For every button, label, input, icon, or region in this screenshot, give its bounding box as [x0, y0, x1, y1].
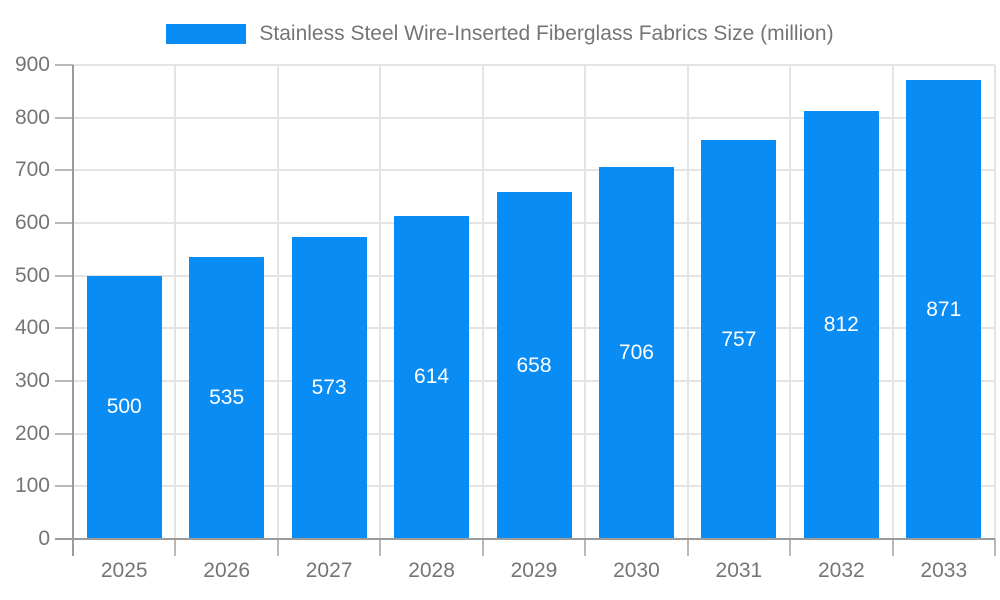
x-axis-label: 2028 [408, 559, 455, 582]
x-axis-label: 2030 [613, 559, 660, 582]
bar [906, 80, 982, 538]
bar [598, 167, 674, 538]
x-tick [891, 539, 894, 556]
x-axis-label: 2031 [715, 559, 763, 582]
x-tick [174, 539, 177, 556]
v-gridline [789, 65, 792, 539]
bar-value-label: 871 [926, 297, 962, 321]
x-axis-label: 2025 [100, 559, 148, 582]
x-tick [789, 539, 792, 556]
y-axis-label: 700 [14, 158, 50, 182]
y-axis-label: 0 [38, 527, 50, 550]
y-axis-label: 600 [14, 211, 50, 234]
bar-value-label: 500 [106, 395, 142, 419]
y-tick [55, 380, 73, 382]
y-tick [55, 169, 73, 172]
x-tick [481, 539, 484, 556]
v-gridline [584, 65, 587, 539]
v-gridline [379, 65, 382, 539]
x-tick [686, 539, 689, 556]
bar [291, 237, 367, 538]
y-tick [55, 64, 73, 66]
v-gridline [276, 65, 279, 539]
x-axis-line [55, 538, 995, 540]
bar-value-label: 614 [414, 365, 450, 389]
bar-value-label: 706 [618, 341, 654, 365]
legend: Stainless Steel Wire-Inserted Fiberglass… [0, 22, 1000, 46]
x-axis-label: 2026 [203, 559, 251, 582]
y-axis-label: 100 [14, 474, 50, 498]
y-axis-label: 500 [14, 263, 50, 287]
y-tick [55, 222, 73, 224]
v-gridline [686, 65, 689, 539]
x-axis-label: 2029 [510, 559, 558, 582]
v-gridline [481, 65, 484, 539]
x-tick [379, 539, 382, 556]
bar-value-label: 757 [721, 327, 757, 351]
y-tick [55, 327, 73, 330]
h-gridline [73, 64, 995, 66]
y-axis-label: 900 [14, 53, 50, 76]
y-axis-label: 800 [14, 105, 50, 129]
legend-label: Stainless Steel Wire-Inserted Fiberglass… [259, 22, 834, 45]
x-tick [276, 539, 279, 556]
y-tick [55, 116, 73, 119]
bar-value-label: 812 [823, 313, 859, 337]
bar-value-label: 658 [516, 353, 552, 377]
bar-value-label: 535 [209, 386, 245, 410]
y-axis-line [72, 65, 74, 556]
v-gridline [994, 65, 996, 539]
x-tick [994, 539, 996, 556]
bar [496, 192, 572, 538]
bar [701, 140, 777, 538]
y-axis-label: 300 [14, 369, 50, 392]
x-axis-label: 2032 [817, 559, 865, 582]
y-tick [55, 485, 73, 488]
bar [394, 215, 470, 538]
bar-value-label: 573 [311, 376, 347, 400]
x-axis-label: 2033 [920, 559, 968, 582]
h-gridline [73, 169, 995, 172]
x-axis-label: 2027 [305, 559, 353, 582]
y-tick [55, 432, 73, 435]
bar [189, 257, 265, 538]
v-gridline [891, 65, 894, 539]
y-axis-label: 200 [14, 421, 50, 445]
h-gridline [73, 116, 995, 119]
bar [86, 275, 162, 538]
y-tick [55, 274, 73, 277]
bar [803, 111, 879, 538]
x-tick [584, 539, 587, 556]
y-axis-label: 400 [14, 316, 50, 340]
legend-swatch [166, 24, 247, 44]
v-gridline [174, 65, 177, 539]
